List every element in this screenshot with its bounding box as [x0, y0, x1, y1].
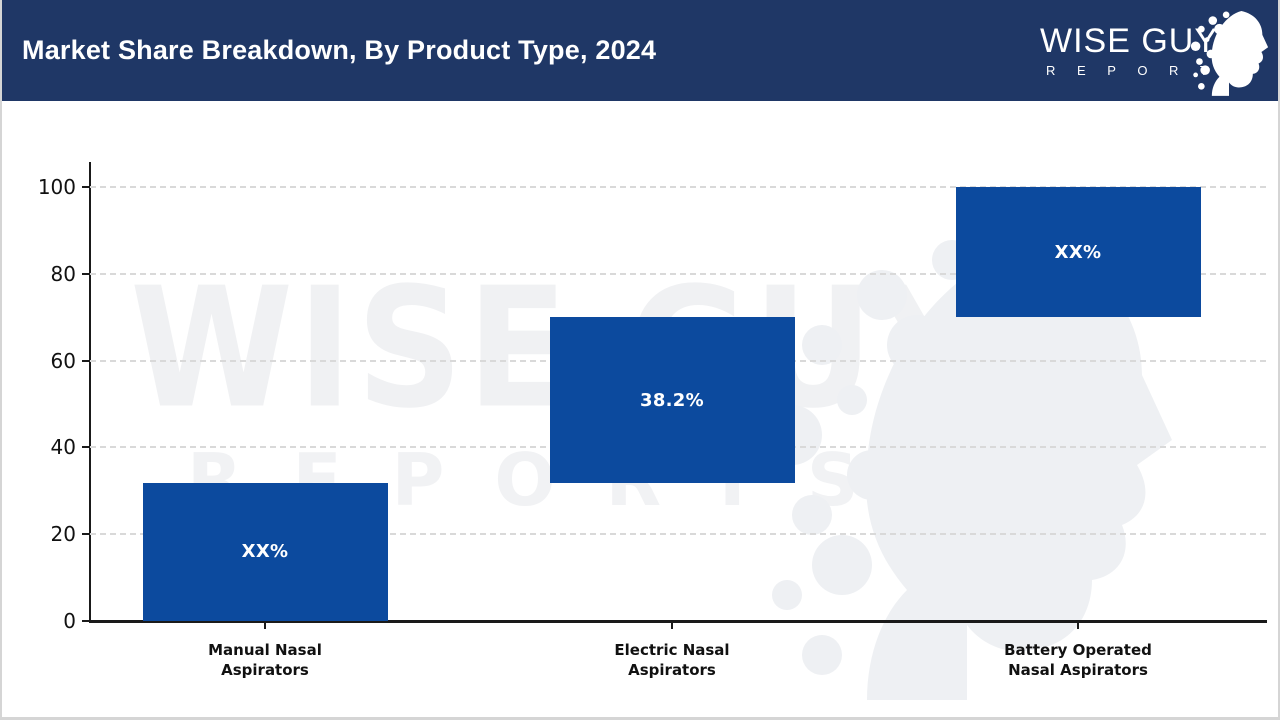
y-tick-60 [82, 359, 89, 362]
logo-reports-text: R E P O R T S [1046, 63, 1247, 78]
bar-segment-1: XX% [142, 482, 388, 621]
y-tick-label-80: 80 [50, 261, 76, 286]
bar-segment-2: 38.2% [549, 317, 795, 483]
x-category-label-2: Electric Nasal Aspirators [614, 641, 730, 679]
bar-value-label-1: XX% [241, 541, 289, 563]
gridline-100 [90, 186, 1266, 188]
x-tick-1 [264, 623, 266, 629]
y-tick-label-40: 40 [50, 435, 76, 460]
bar-segment-3: XX% [955, 187, 1201, 318]
y-tick-20 [82, 533, 89, 536]
y-tick-100 [82, 186, 89, 188]
gridline-20 [90, 533, 1266, 536]
gridline-80 [90, 272, 1266, 275]
y-tick-label-0: 0 [63, 609, 76, 633]
watermark-text-wiseguy: WISE GUY [130, 252, 989, 445]
bar-value-label-2: 38.2% [640, 389, 704, 411]
logo-wiseguy-text: WISE GUY [1040, 22, 1219, 60]
page-title: Market Share Breakdown, By Product Type,… [22, 35, 657, 65]
logo-head-icon [1190, 11, 1269, 96]
brand-logo: WISE GUY R E P O R T S [1020, 6, 1270, 98]
y-tick-0 [82, 620, 89, 622]
x-category-label-1: Manual Nasal Aspirators [208, 641, 322, 679]
x-category-label-3: Battery Operated Nasal Aspirators [1004, 641, 1152, 679]
y-axis-spine [89, 162, 91, 622]
x-tick-3 [1077, 623, 1079, 629]
bar-value-label-3: XX% [1054, 241, 1102, 263]
y-tick-40 [82, 446, 89, 449]
y-tick-label-20: 20 [50, 522, 76, 547]
y-tick-80 [82, 272, 89, 275]
header-bar: Market Share Breakdown, By Product Type,… [2, 0, 1278, 101]
y-tick-label-60: 60 [50, 348, 76, 373]
y-tick-label-100: 100 [37, 175, 76, 199]
x-tick-2 [671, 623, 673, 629]
x-axis-spine [89, 620, 1267, 623]
